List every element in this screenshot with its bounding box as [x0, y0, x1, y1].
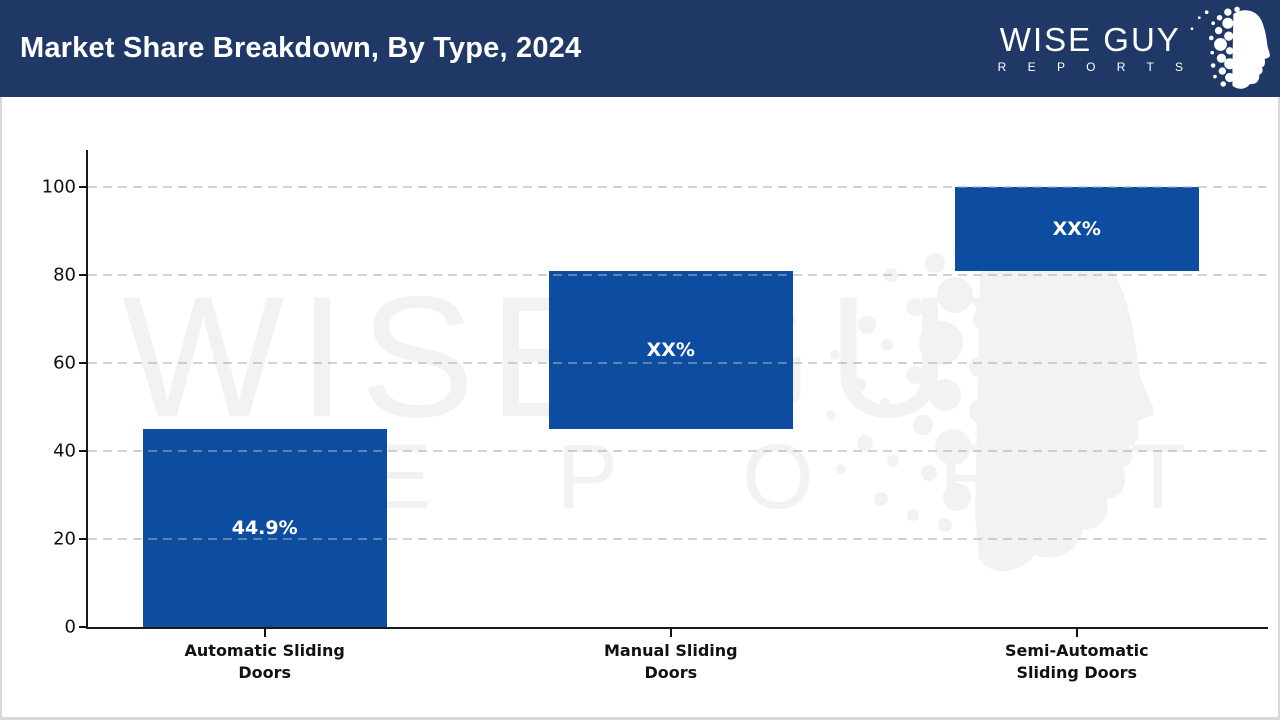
y-tick-mark: [79, 626, 87, 628]
x-category-label: Manual Sliding Doors: [501, 640, 841, 683]
x-tick-mark: [263, 629, 266, 637]
logo-reports-text: R E P O R T S: [997, 59, 1192, 74]
y-tick-label: 40: [53, 440, 76, 462]
x-category-label-line: Sliding Doors: [1016, 662, 1138, 682]
bar: [954, 187, 1199, 271]
x-category-label: Semi-Automatic Sliding Doors: [907, 640, 1247, 683]
y-tick-mark: [79, 450, 87, 452]
y-tick-mark: [79, 362, 87, 364]
y-tick-label: 60: [53, 352, 76, 374]
y-tick-mark: [79, 274, 87, 276]
x-category-label-line: Doors: [238, 662, 292, 682]
y-axis-line: [86, 150, 88, 629]
x-category-label-line: Manual Sliding: [603, 641, 738, 660]
x-category-label: Automatic Sliding Doors: [95, 640, 435, 683]
gridline: [88, 186, 1266, 188]
y-tick-label: 100: [41, 176, 76, 198]
y-tick-label: 80: [53, 264, 76, 286]
logo-brand-text: WISE GUY: [999, 21, 1181, 59]
gridline: [88, 450, 1266, 452]
x-category-label-line: Semi-Automatic: [1004, 641, 1149, 660]
gridline: [88, 538, 1266, 540]
gridline: [88, 362, 1266, 364]
x-tick-mark: [1075, 629, 1078, 637]
y-tick-label: 20: [53, 528, 76, 550]
logo-wordmark: WISE GUY R E P O R T S: [989, 23, 1192, 74]
bar: [548, 270, 793, 430]
x-category-label-line: Automatic Sliding: [184, 641, 345, 660]
x-axis-line: [86, 627, 1268, 629]
y-tick-mark: [79, 186, 87, 188]
bar: [142, 429, 387, 627]
y-tick-mark: [79, 538, 87, 540]
x-category-label-line: Doors: [644, 662, 698, 682]
wise-guy-logo: WISE GUY R E P O R T S: [989, 3, 1280, 95]
bar-value-label: 44.9%: [231, 517, 298, 540]
x-tick-mark: [669, 629, 672, 637]
bar-value-label: XX%: [1052, 217, 1101, 240]
logo-head-icon: [1190, 6, 1270, 89]
report-header: Market Share Breakdown, By Type, 2024 WI…: [0, 0, 1280, 97]
bar-value-label: XX%: [646, 339, 695, 362]
gridline: [88, 274, 1266, 276]
y-tick-label: 0: [64, 616, 76, 638]
page-title: Market Share Breakdown, By Type, 2024: [20, 32, 582, 64]
